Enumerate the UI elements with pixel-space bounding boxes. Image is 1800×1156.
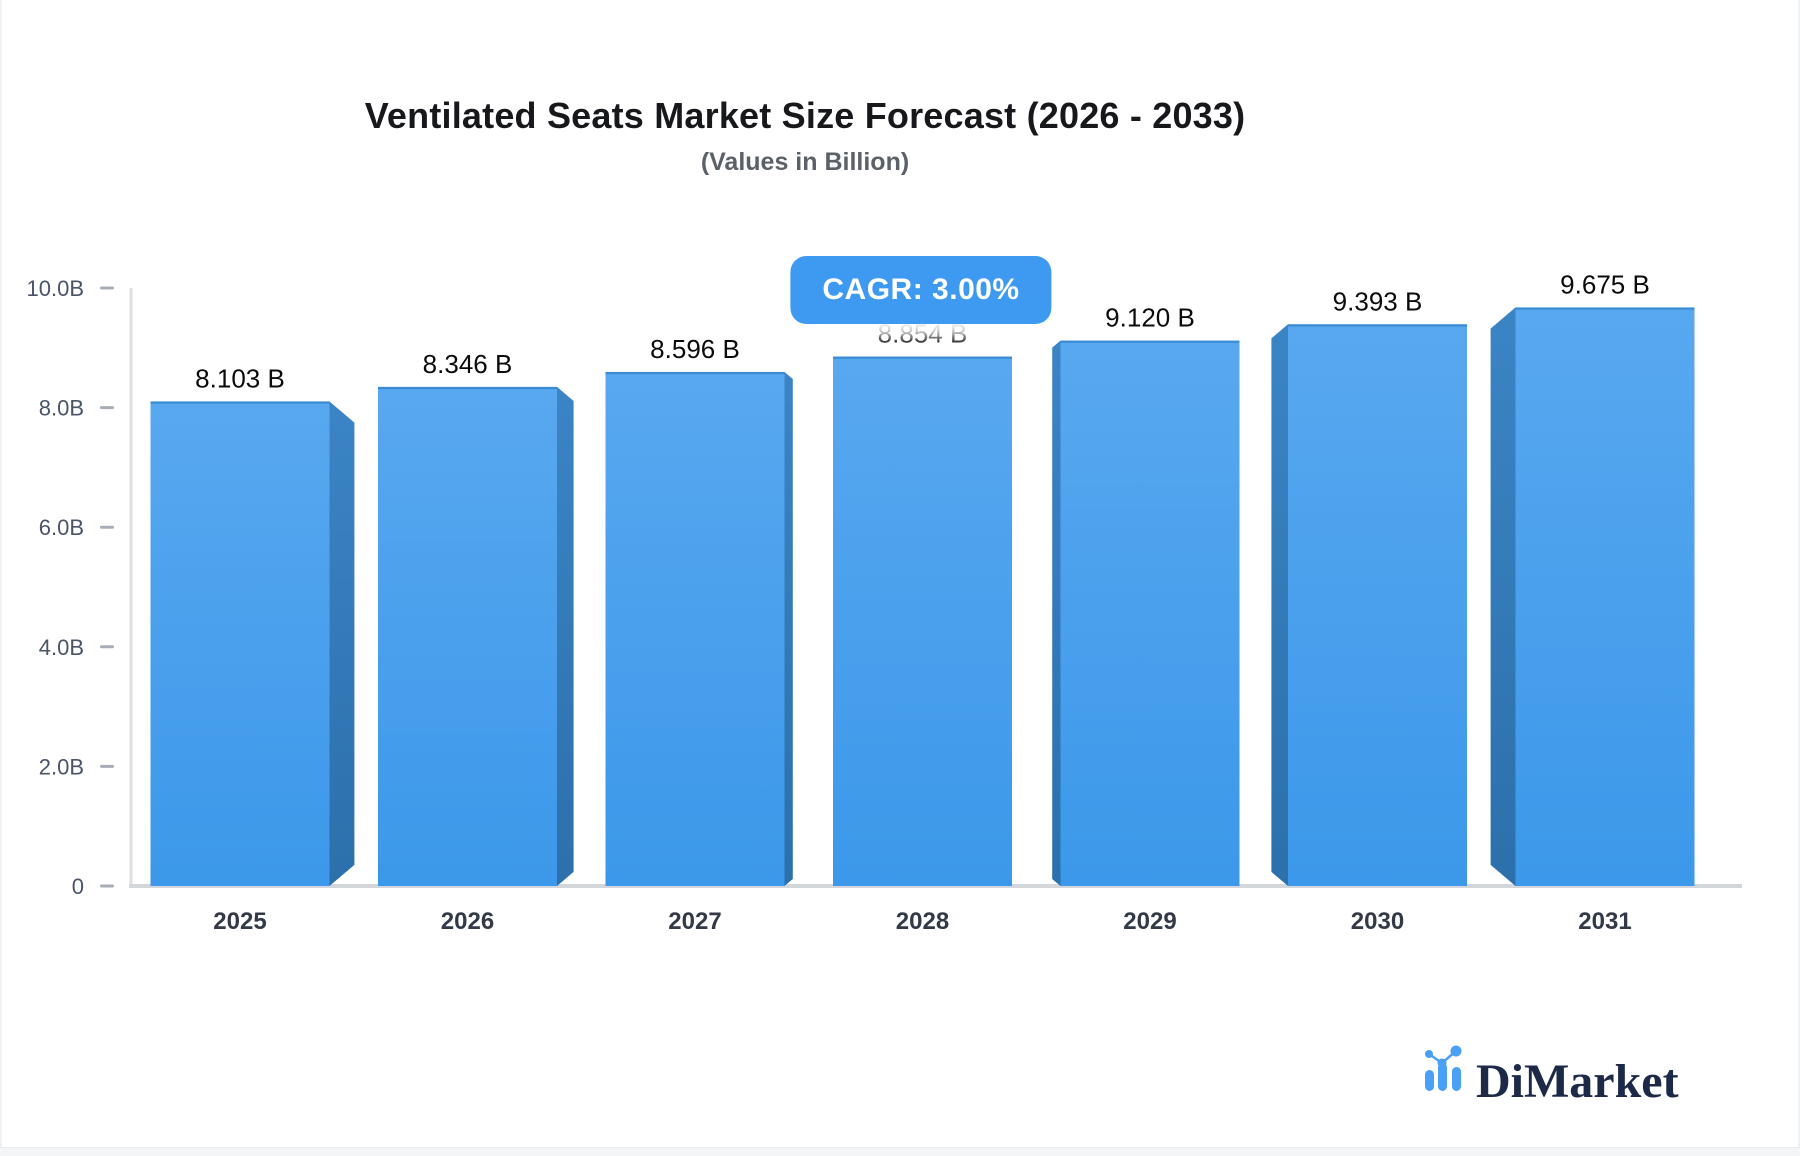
bar-top-edge-2030 [1288,324,1467,327]
logo-dot-2 [1437,1058,1447,1068]
bar-2030[interactable] [1271,324,1467,887]
bar-top-edge-2028 [833,356,1012,359]
x-label-2028: 2028 [896,908,949,935]
logo-bar-chart-trend-icon [1425,1045,1462,1091]
x-label-2026: 2026 [441,908,494,935]
chart-subtitle: (Values in Billion) [700,148,910,176]
bar-top-edge-2029 [1060,340,1240,343]
bar-top-edge-2026 [378,386,557,390]
x-label-2029: 2029 [1123,908,1176,935]
value-label-2027: 8.596 B [650,334,740,364]
logo-bar-2 [1438,1063,1447,1091]
bar-2025[interactable] [150,401,355,886]
x-label-2025: 2025 [213,908,266,935]
y-tick-label-10.0B: 10.0B [27,276,85,301]
y-tick-label-6.0B: 6.0B [39,515,84,540]
bar-side-2026 [557,386,574,886]
logo-dot-3 [1450,1045,1462,1057]
y-tick-dash-2.0B [100,764,114,768]
bar-face-2026 [378,386,557,886]
bar-side-2029 [1052,340,1061,886]
dimarket-logo: DiMarket [1425,1045,1679,1108]
bar-2029[interactable] [1052,340,1240,886]
logo-dot-1 [1425,1050,1433,1058]
logo-text: DiMarket [1476,1055,1679,1108]
y-axis-line [129,288,133,886]
y-tick-dash-0 [100,884,114,888]
card-left-edge [0,0,2,1148]
bar-2026[interactable] [378,386,574,886]
value-label-2026: 8.346 B [423,349,513,379]
bar-side-2025 [329,401,355,886]
card-bottom-edge [0,1147,1800,1156]
y-tick-label-8.0B: 8.0B [39,396,84,421]
bar-side-2027 [784,371,793,886]
bar-side-2031 [1490,307,1516,886]
bar-2031[interactable] [1490,307,1695,886]
value-label-2030: 9.393 B [1333,286,1423,316]
logo-bar-3 [1452,1067,1461,1091]
bar-top-edge-2031 [1515,307,1695,310]
y-tick-dash-4.0B [100,645,114,649]
bar-face-2027 [605,371,785,886]
x-label-2030: 2030 [1351,908,1404,935]
logo-bar-1 [1425,1070,1434,1091]
bar-face-2029 [1060,340,1240,886]
y-tick-label-0: 0 [72,874,84,899]
y-tick-label-4.0B: 4.0B [39,635,84,660]
y-tick-dash-6.0B [100,525,114,529]
value-label-2029: 9.120 B [1105,303,1195,333]
value-label-2025: 8.103 B [195,363,285,393]
card-right-edge [1798,0,1800,1148]
bar-2028[interactable] [833,356,1012,887]
chart-title: Ventilated Seats Market Size Forecast (2… [364,95,1246,136]
bar-top-edge-2025 [150,401,330,404]
y-tick-dash-10.0B [100,286,114,290]
y-tick-label-2.0B: 2.0B [39,754,84,779]
bar-2027[interactable] [605,371,793,886]
cagr-badge: CAGR: 3.00% [790,256,1052,324]
bar-top-edge-2027 [605,371,785,375]
bar-face-2028 [833,356,1012,887]
y-tick-dash-8.0B [100,406,114,410]
x-label-2031: 2031 [1578,908,1631,935]
bar-face-2030 [1288,324,1467,887]
bar-side-2030 [1271,324,1288,887]
value-label-2031: 9.675 B [1560,269,1650,299]
bar-face-2031 [1515,307,1695,886]
x-label-2027: 2027 [668,908,721,935]
bar-face-2025 [150,401,330,886]
